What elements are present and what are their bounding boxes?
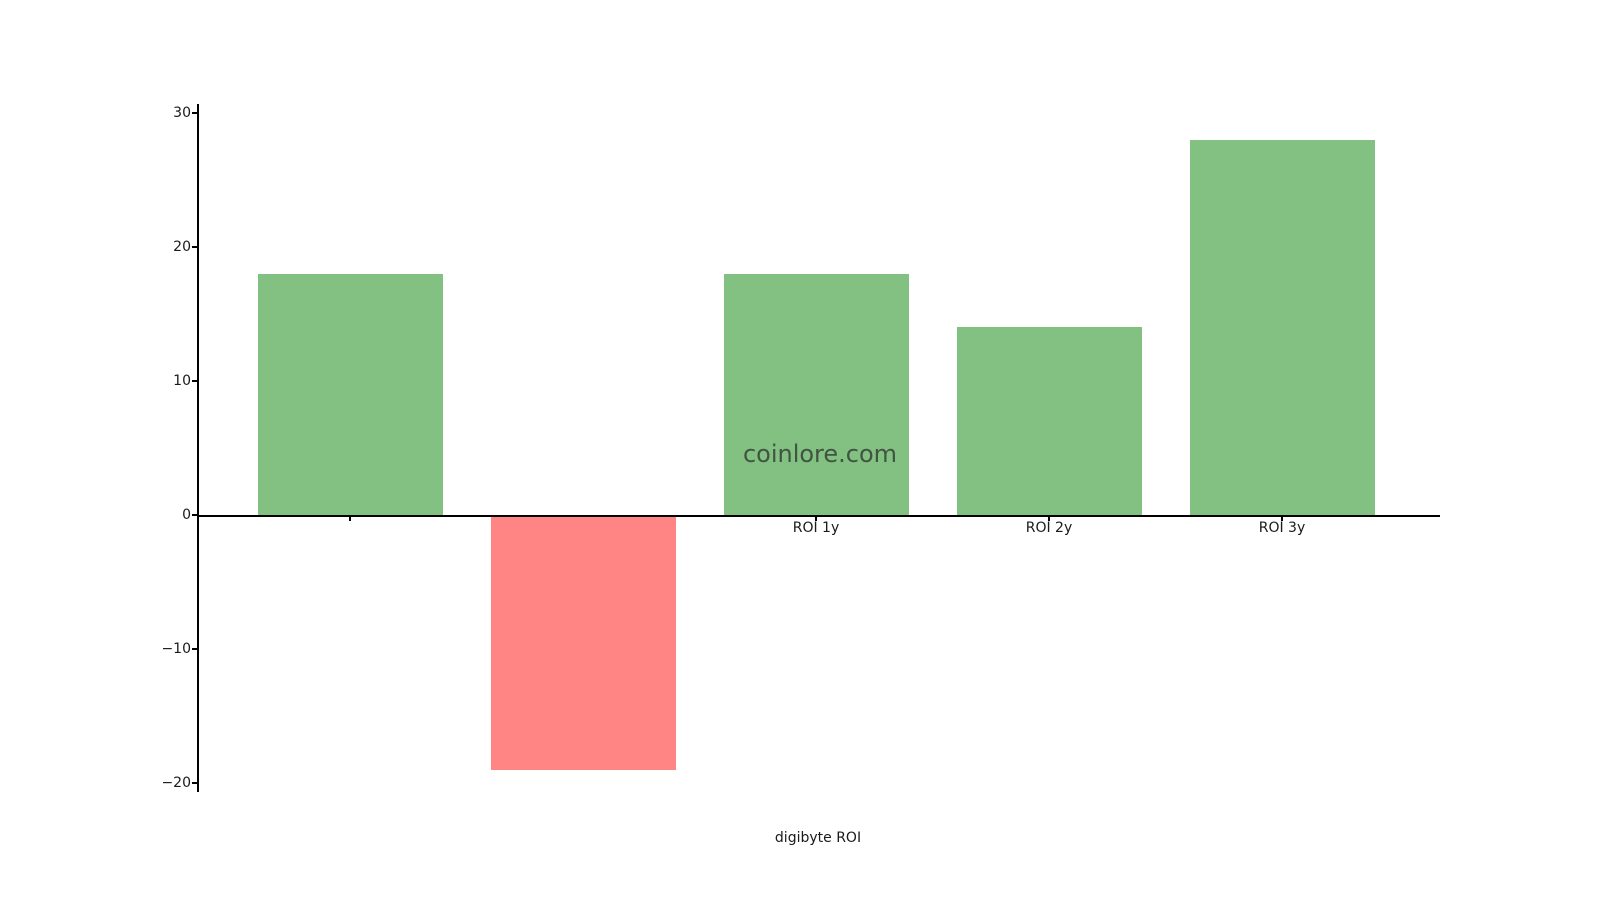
y-tick [192,648,198,650]
bar-series-1 [490,515,676,770]
x-tick [349,515,351,521]
y-tick-label: 0 [182,507,191,523]
x-tick [815,515,817,521]
y-tick-label: 20 [173,239,191,255]
y-tick-label: 30 [173,105,191,121]
y-tick [192,380,198,382]
watermark-text: coinlore.com [742,440,898,468]
x-tick [1281,515,1283,521]
x-tick-label: ROI 1y [792,520,840,536]
x-axis-line [197,515,1440,517]
y-tick [192,112,198,114]
y-tick [192,782,198,784]
y-tick-label: 10 [173,373,191,389]
y-tick [192,246,198,248]
bar-series-0 [257,273,443,515]
y-axis-line [197,104,199,792]
x-tick-label: ROI 2y [1025,520,1073,536]
bar-roi-3y [1189,139,1375,515]
bar-roi-1y [723,273,909,515]
y-tick-label: −20 [161,775,191,791]
y-tick [192,514,198,516]
y-tick-label: −10 [161,641,191,657]
bar-roi-2y [956,327,1142,515]
x-tick [1048,515,1050,521]
x-tick-label: ROI 3y [1258,520,1306,536]
x-axis-title: digibyte ROI [774,830,862,846]
